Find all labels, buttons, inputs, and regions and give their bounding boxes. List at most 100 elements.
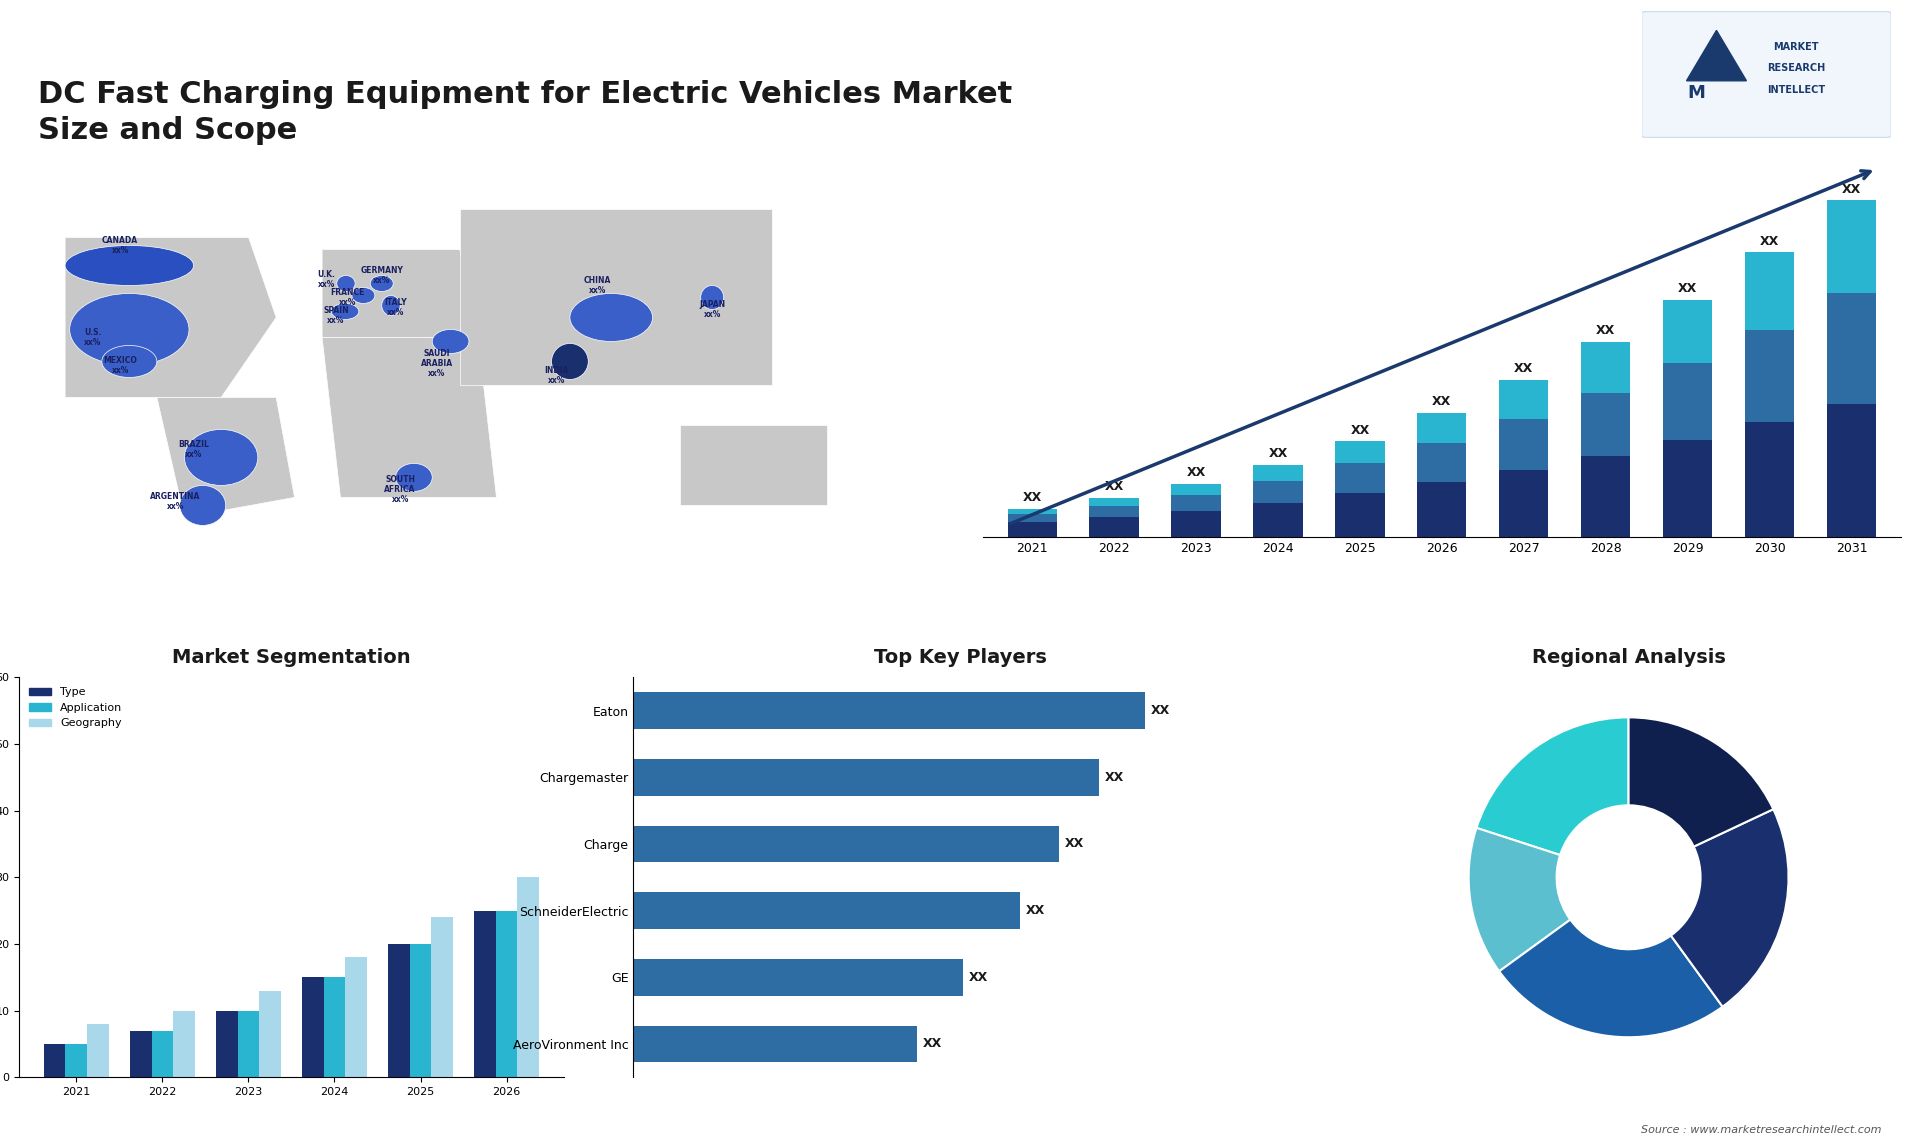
Ellipse shape — [332, 304, 359, 320]
Text: ARGENTINA
xx%: ARGENTINA xx% — [150, 492, 200, 511]
Text: XX: XX — [1432, 395, 1452, 408]
Text: GERMANY
xx%: GERMANY xx% — [361, 266, 403, 285]
Bar — [1582, 456, 1630, 537]
Bar — [86, 1023, 109, 1077]
Ellipse shape — [371, 275, 394, 291]
Bar — [516, 878, 540, 1077]
Bar — [1663, 299, 1713, 362]
Bar — [1171, 484, 1221, 495]
Text: XX: XX — [1150, 704, 1169, 717]
Text: XX: XX — [1350, 424, 1369, 437]
Bar — [634, 825, 1060, 862]
Polygon shape — [157, 398, 294, 517]
Text: MARKET: MARKET — [1774, 41, 1818, 52]
Legend: Type, Application, Geography: Type, Application, Geography — [25, 683, 127, 733]
Bar — [634, 893, 1020, 929]
Polygon shape — [680, 425, 828, 505]
Text: CHINA
xx%: CHINA xx% — [584, 276, 611, 295]
FancyBboxPatch shape — [19, 141, 937, 537]
Text: XX: XX — [1841, 182, 1860, 196]
Bar — [1828, 403, 1876, 537]
Text: M: M — [1688, 85, 1705, 102]
Ellipse shape — [396, 463, 432, 492]
Text: XX: XX — [1515, 362, 1534, 375]
Text: MEXICO
xx%: MEXICO xx% — [104, 356, 136, 375]
Text: XX: XX — [1269, 447, 1288, 461]
Wedge shape — [1670, 809, 1789, 1006]
Bar — [1500, 419, 1548, 470]
Bar — [131, 1030, 152, 1077]
Polygon shape — [459, 210, 772, 385]
Text: XX: XX — [1678, 282, 1697, 295]
Text: ITALY
xx%: ITALY xx% — [384, 298, 407, 316]
Bar — [1663, 440, 1713, 537]
Bar — [1745, 423, 1795, 537]
Bar — [324, 978, 346, 1077]
Bar — [1828, 293, 1876, 403]
Ellipse shape — [69, 293, 188, 366]
Title: Market Segmentation: Market Segmentation — [173, 649, 411, 667]
Bar — [44, 1044, 65, 1077]
Text: INTELLECT: INTELLECT — [1766, 85, 1826, 95]
Bar — [1582, 393, 1630, 456]
Text: XX: XX — [1025, 904, 1044, 917]
Bar — [432, 917, 453, 1077]
Text: U.K.
xx%: U.K. xx% — [317, 270, 336, 289]
Text: SOUTH
AFRICA
xx%: SOUTH AFRICA xx% — [384, 476, 417, 503]
Bar — [1417, 413, 1467, 444]
Text: DC Fast Charging Equipment for Electric Vehicles Market
Size and Scope: DC Fast Charging Equipment for Electric … — [38, 80, 1012, 146]
Bar — [388, 944, 409, 1077]
Ellipse shape — [432, 329, 468, 353]
Bar — [1089, 505, 1139, 517]
Text: XX: XX — [924, 1037, 943, 1051]
Title: Regional Analysis: Regional Analysis — [1532, 649, 1726, 667]
Bar — [1008, 521, 1056, 537]
Polygon shape — [1686, 31, 1747, 81]
Bar — [1254, 465, 1302, 480]
Ellipse shape — [65, 245, 194, 285]
Ellipse shape — [701, 285, 724, 309]
Bar — [1334, 441, 1384, 463]
Bar — [346, 957, 367, 1077]
Ellipse shape — [184, 430, 257, 486]
Bar — [1500, 470, 1548, 537]
Text: SPAIN
xx%: SPAIN xx% — [323, 306, 349, 324]
Text: FRANCE
xx%: FRANCE xx% — [330, 288, 365, 307]
Wedge shape — [1469, 827, 1571, 972]
Ellipse shape — [382, 296, 399, 315]
Polygon shape — [323, 250, 478, 337]
Ellipse shape — [336, 275, 355, 291]
Bar — [1008, 513, 1056, 521]
Ellipse shape — [102, 345, 157, 377]
Bar — [1254, 503, 1302, 537]
Bar — [238, 1011, 259, 1077]
Ellipse shape — [551, 344, 588, 379]
Bar — [217, 1011, 238, 1077]
Text: XX: XX — [1761, 235, 1780, 248]
Text: JAPAN
xx%: JAPAN xx% — [699, 300, 726, 319]
Bar — [634, 692, 1144, 729]
Bar — [1008, 509, 1056, 513]
Bar — [1089, 517, 1139, 537]
Text: SAUDI
ARABIA
xx%: SAUDI ARABIA xx% — [420, 350, 453, 378]
Wedge shape — [1628, 717, 1774, 847]
Bar — [1663, 362, 1713, 440]
Text: XX: XX — [1104, 771, 1123, 784]
Bar — [1745, 330, 1795, 423]
Bar — [634, 759, 1098, 795]
Bar — [259, 990, 280, 1077]
Text: INDIA
xx%: INDIA xx% — [543, 366, 568, 385]
Wedge shape — [1476, 717, 1628, 855]
Text: CANADA
xx%: CANADA xx% — [102, 236, 138, 254]
Bar — [65, 1044, 86, 1077]
Bar — [173, 1011, 194, 1077]
Ellipse shape — [180, 486, 227, 525]
Text: XX: XX — [1023, 492, 1043, 504]
Text: XX: XX — [968, 971, 987, 983]
Ellipse shape — [570, 293, 653, 342]
Bar — [634, 1026, 918, 1062]
Bar — [1417, 482, 1467, 537]
Ellipse shape — [351, 288, 374, 304]
Bar — [474, 911, 495, 1077]
Bar — [1417, 444, 1467, 482]
